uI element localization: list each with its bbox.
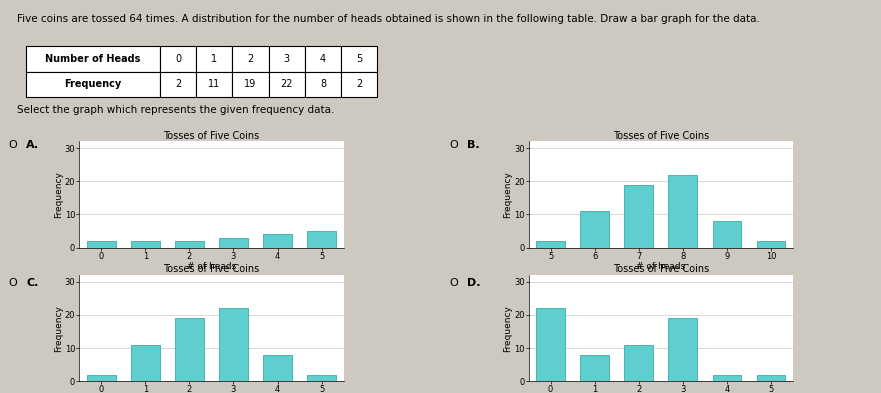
Bar	[669, 174, 697, 248]
Text: 22: 22	[280, 79, 293, 90]
Bar	[131, 241, 159, 248]
Bar	[307, 231, 336, 248]
Y-axis label: Frequency: Frequency	[54, 171, 63, 218]
Title: Tosses of Five Coins: Tosses of Five Coins	[612, 131, 709, 141]
Bar	[263, 354, 292, 381]
Bar	[669, 318, 697, 381]
Bar	[269, 72, 305, 97]
Text: O: O	[449, 278, 458, 288]
Bar	[219, 308, 248, 381]
Bar	[625, 345, 653, 381]
Text: C.: C.	[26, 278, 39, 288]
Text: O: O	[9, 140, 18, 151]
Bar	[537, 308, 565, 381]
X-axis label: # of heads: # of heads	[187, 262, 236, 271]
Bar	[305, 72, 341, 97]
Text: B.: B.	[467, 140, 479, 151]
Bar	[625, 185, 653, 248]
Bar	[87, 241, 115, 248]
Bar	[263, 234, 292, 248]
Text: 19: 19	[244, 79, 256, 90]
Bar	[196, 46, 233, 72]
Bar	[341, 46, 377, 72]
Bar	[757, 375, 785, 381]
Text: 8: 8	[320, 79, 326, 90]
Text: Select the graph which represents the given frequency data.: Select the graph which represents the gi…	[18, 105, 335, 116]
Bar	[131, 345, 159, 381]
Text: 0: 0	[175, 53, 181, 64]
Bar	[26, 72, 160, 97]
Bar	[233, 46, 269, 72]
Title: Tosses of Five Coins: Tosses of Five Coins	[163, 264, 260, 274]
Text: O: O	[449, 140, 458, 151]
Text: 1: 1	[211, 53, 218, 64]
Text: 4: 4	[320, 53, 326, 64]
Title: Tosses of Five Coins: Tosses of Five Coins	[612, 264, 709, 274]
Text: Five coins are tossed 64 times. A distribution for the number of heads obtained : Five coins are tossed 64 times. A distri…	[18, 14, 760, 24]
Text: A.: A.	[26, 140, 40, 151]
Text: O: O	[9, 278, 18, 288]
Text: 3: 3	[284, 53, 290, 64]
Text: Number of Heads: Number of Heads	[45, 53, 141, 64]
Y-axis label: Frequency: Frequency	[503, 305, 513, 352]
Bar	[219, 238, 248, 248]
Bar	[269, 46, 305, 72]
Title: Tosses of Five Coins: Tosses of Five Coins	[163, 131, 260, 141]
Text: Frequency: Frequency	[64, 79, 122, 90]
Bar	[713, 221, 741, 248]
Bar	[87, 375, 115, 381]
Bar	[713, 375, 741, 381]
Bar	[305, 46, 341, 72]
Bar	[581, 354, 609, 381]
Bar	[581, 211, 609, 248]
Y-axis label: Frequency: Frequency	[503, 171, 513, 218]
Text: 11: 11	[208, 79, 220, 90]
X-axis label: # of heads: # of heads	[636, 262, 685, 271]
Bar	[307, 375, 336, 381]
Text: 2: 2	[175, 79, 181, 90]
Y-axis label: Frequency: Frequency	[54, 305, 63, 352]
Bar	[175, 318, 204, 381]
Bar	[233, 72, 269, 97]
Bar	[196, 72, 233, 97]
Bar	[341, 72, 377, 97]
Bar	[26, 46, 160, 72]
Text: D.: D.	[467, 278, 480, 288]
Text: 5: 5	[356, 53, 362, 64]
Bar	[175, 241, 204, 248]
Bar	[537, 241, 565, 248]
Bar	[160, 72, 196, 97]
Text: 2: 2	[248, 53, 254, 64]
Text: 2: 2	[356, 79, 362, 90]
Bar	[757, 241, 785, 248]
Bar	[160, 46, 196, 72]
